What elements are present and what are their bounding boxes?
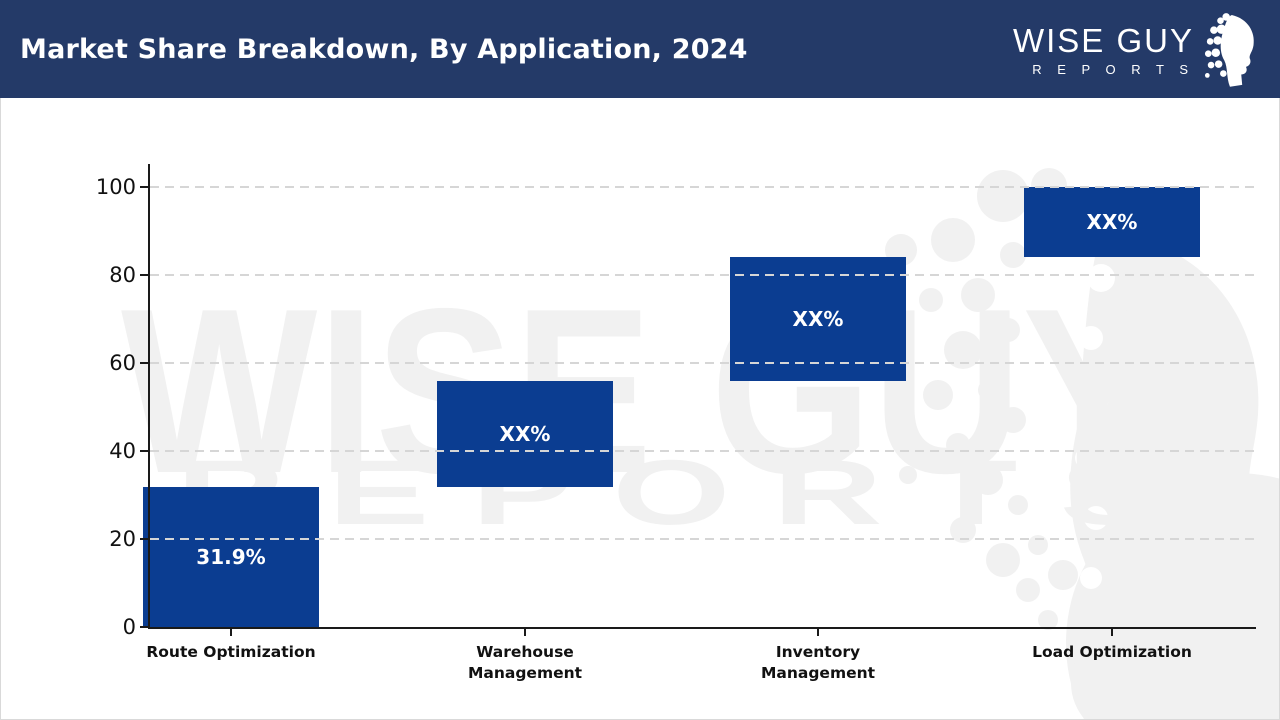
report-header: Market Share Breakdown, By Application, …	[0, 0, 1280, 98]
bar-value-label: XX%	[1086, 209, 1138, 234]
x-category-label: Inventory Management	[688, 642, 948, 684]
bar-value-label: XX%	[499, 421, 551, 446]
watermark-title: WISE GUY	[121, 259, 1161, 522]
x-category-label-line: Management	[760, 664, 876, 682]
x-category-label: Warehouse Management	[395, 642, 655, 684]
bar	[437, 381, 613, 487]
chart-area: WISE GUY R E P O R T S 0 20 40 60 80 100 31.9%…	[0, 98, 1280, 720]
brand-logo: WISE GUY R E P O R T S	[1013, 10, 1266, 88]
y-tick	[140, 362, 148, 364]
watermark-subtitle: R E P O R T S	[176, 442, 1161, 544]
y-tick	[140, 274, 148, 276]
y-tick	[140, 450, 148, 452]
x-category-label-line: Warehouse	[476, 643, 574, 661]
y-tick-label: 40	[109, 439, 136, 463]
y-tick	[140, 626, 148, 628]
brand-subtitle: R E P O R T S	[1032, 61, 1194, 77]
x-tick	[230, 629, 232, 636]
x-category-label-line: Load Optimization	[1032, 643, 1192, 661]
y-axis-line	[148, 164, 150, 629]
x-category-label-line: Inventory	[775, 643, 861, 661]
x-category-label-line: Management	[467, 664, 583, 682]
x-category-label: Load Optimization	[982, 642, 1242, 663]
gridline	[150, 538, 1254, 540]
y-tick	[140, 186, 148, 188]
bar	[1024, 187, 1200, 257]
bar-value-label: 31.9%	[196, 544, 266, 569]
gridline	[150, 450, 1254, 452]
watermark-face-dots-icon	[875, 168, 1279, 719]
bar	[730, 256, 906, 382]
watermark: WISE GUY R E P O R T S	[121, 168, 1279, 719]
bar	[143, 486, 319, 627]
y-tick-label: 20	[109, 527, 136, 551]
y-tick-label: 100	[95, 175, 136, 199]
y-tick-label: 80	[109, 263, 136, 287]
face-profile-logo-icon	[1204, 13, 1254, 87]
x-category-label: Route Optimization	[101, 642, 361, 663]
y-tick	[140, 538, 148, 540]
brand-text: WISE GUY R E P O R T S	[1013, 22, 1194, 77]
x-category-label-line: Route Optimization	[146, 643, 316, 661]
gridline	[150, 186, 1254, 188]
y-tick-label: 0	[122, 615, 136, 639]
gridline	[150, 274, 1254, 276]
x-tick	[817, 629, 819, 636]
bar-value-label: XX%	[792, 307, 844, 331]
y-tick-label: 60	[109, 351, 136, 375]
chart-title: Market Share Breakdown, By Application, …	[20, 33, 748, 65]
gridline	[150, 362, 1254, 364]
x-tick	[524, 629, 526, 636]
x-tick	[1111, 629, 1113, 636]
brand-name: WISE GUY	[1012, 21, 1194, 59]
x-axis-line	[148, 627, 1256, 629]
